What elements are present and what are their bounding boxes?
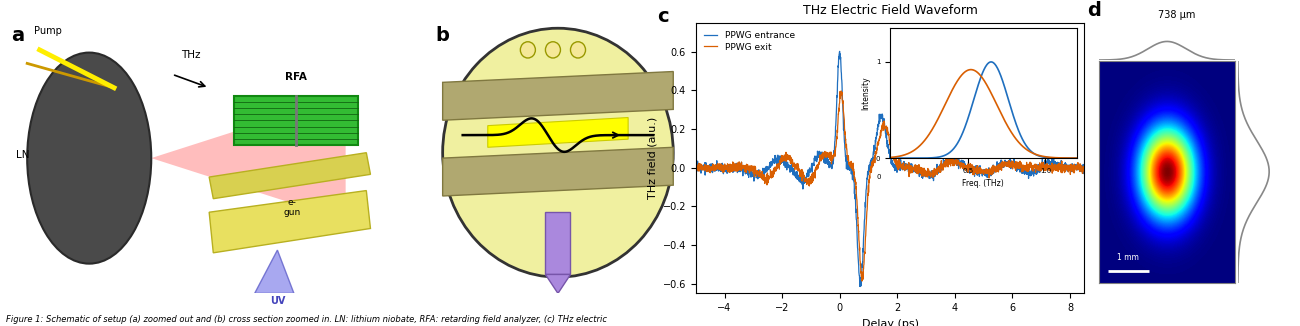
PPWG exit xyxy=(854,279,870,283)
Polygon shape xyxy=(546,274,571,293)
PPWG exit xyxy=(1066,170,1082,173)
PPWG exit xyxy=(707,164,723,168)
Text: d: d xyxy=(1087,1,1101,20)
Circle shape xyxy=(442,28,673,277)
Ellipse shape xyxy=(27,52,151,264)
Y-axis label: THz field (a.u.): THz field (a.u.) xyxy=(647,117,656,199)
Polygon shape xyxy=(546,212,571,274)
Text: RFA: RFA xyxy=(285,72,307,82)
Circle shape xyxy=(520,42,536,58)
PPWG exit xyxy=(1076,171,1092,175)
Text: Pump: Pump xyxy=(34,26,62,36)
Title: THz Electric Field Waveform: THz Electric Field Waveform xyxy=(802,5,978,18)
Text: c: c xyxy=(656,7,668,25)
Line: PPWG entrance: PPWG entrance xyxy=(696,52,1084,287)
PPWG entrance xyxy=(867,148,883,152)
PPWG exit xyxy=(867,161,883,165)
Text: b: b xyxy=(436,25,448,45)
PPWG entrance xyxy=(853,285,868,289)
Text: 738 μm: 738 μm xyxy=(1158,9,1196,20)
X-axis label: Delay (ps): Delay (ps) xyxy=(862,319,919,326)
PPWG exit xyxy=(878,125,893,129)
Polygon shape xyxy=(488,117,628,147)
PPWG exit xyxy=(994,165,1010,169)
Circle shape xyxy=(571,42,585,58)
PPWG entrance xyxy=(1066,168,1082,171)
Polygon shape xyxy=(442,71,673,120)
Text: a: a xyxy=(10,25,23,45)
Polygon shape xyxy=(209,153,370,199)
Text: e-
gun: e- gun xyxy=(283,198,300,217)
PPWG exit xyxy=(688,165,703,169)
Text: UV: UV xyxy=(270,296,286,306)
PPWG entrance xyxy=(1076,168,1092,171)
Text: LN: LN xyxy=(17,150,30,160)
Polygon shape xyxy=(209,191,370,253)
Polygon shape xyxy=(255,250,294,293)
Text: 1 mm: 1 mm xyxy=(1118,253,1139,262)
Polygon shape xyxy=(151,96,346,220)
PPWG exit xyxy=(1066,169,1082,173)
PPWG exit xyxy=(833,89,849,93)
Text: Figure 1: Schematic of setup (a) zoomed out and (b) cross section zoomed in. LN:: Figure 1: Schematic of setup (a) zoomed … xyxy=(6,315,607,324)
PPWG entrance xyxy=(994,162,1010,166)
Legend: PPWG entrance, PPWG exit: PPWG entrance, PPWG exit xyxy=(701,27,798,55)
Polygon shape xyxy=(442,147,673,196)
PPWG entrance xyxy=(1066,167,1082,171)
PPWG entrance xyxy=(707,166,723,170)
Text: THz: THz xyxy=(181,50,200,60)
PPWG entrance xyxy=(832,50,848,53)
Line: PPWG exit: PPWG exit xyxy=(696,91,1084,281)
FancyBboxPatch shape xyxy=(234,96,358,144)
Circle shape xyxy=(546,42,560,58)
PPWG entrance xyxy=(878,127,893,131)
PPWG entrance xyxy=(688,165,703,169)
